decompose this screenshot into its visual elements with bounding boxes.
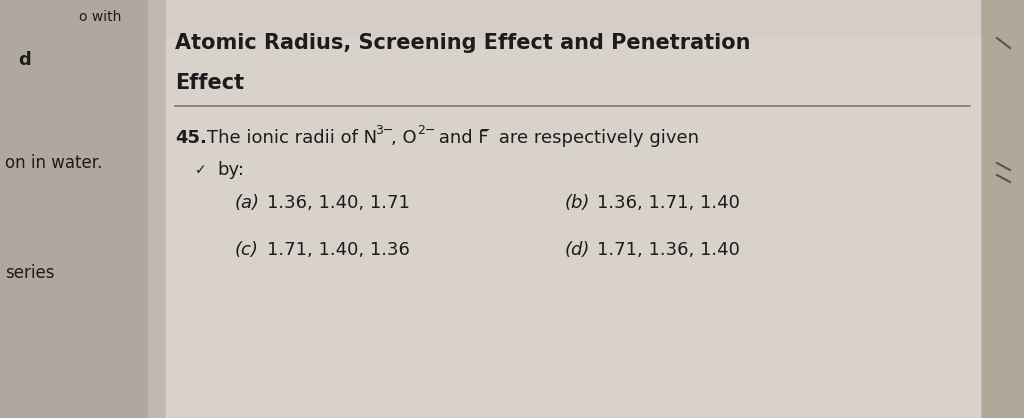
Text: −: − <box>480 123 490 137</box>
Text: 3−: 3− <box>375 123 393 137</box>
Text: on in water.: on in water. <box>5 154 102 172</box>
Text: 1.36, 1.40, 1.71: 1.36, 1.40, 1.71 <box>267 194 410 212</box>
Text: 1.71, 1.40, 1.36: 1.71, 1.40, 1.36 <box>267 241 410 259</box>
Text: series: series <box>5 264 54 282</box>
Text: 1.36, 1.71, 1.40: 1.36, 1.71, 1.40 <box>597 194 740 212</box>
Bar <box>0 0 148 418</box>
Bar <box>980 0 1024 418</box>
Bar <box>148 0 166 418</box>
Text: o with: o with <box>79 10 121 24</box>
Text: (b): (b) <box>565 194 591 212</box>
Text: (a): (a) <box>234 194 260 212</box>
Text: 1.71, 1.36, 1.40: 1.71, 1.36, 1.40 <box>597 241 740 259</box>
Text: and F: and F <box>433 129 488 147</box>
Text: (d): (d) <box>565 241 591 259</box>
Bar <box>166 0 980 418</box>
Text: Effect: Effect <box>175 73 244 93</box>
Bar <box>166 38 980 418</box>
Text: Atomic Radius, Screening Effect and Penetration: Atomic Radius, Screening Effect and Pene… <box>175 33 751 53</box>
Text: (c): (c) <box>234 241 259 259</box>
Text: by:: by: <box>217 161 244 179</box>
Text: d: d <box>18 51 31 69</box>
Text: ✓: ✓ <box>195 163 207 177</box>
Text: , O: , O <box>391 129 417 147</box>
Text: The ionic radii of N: The ionic radii of N <box>207 129 377 147</box>
Text: 45.: 45. <box>175 129 207 147</box>
Text: 2−: 2− <box>417 123 435 137</box>
Text: are respectively given: are respectively given <box>493 129 699 147</box>
